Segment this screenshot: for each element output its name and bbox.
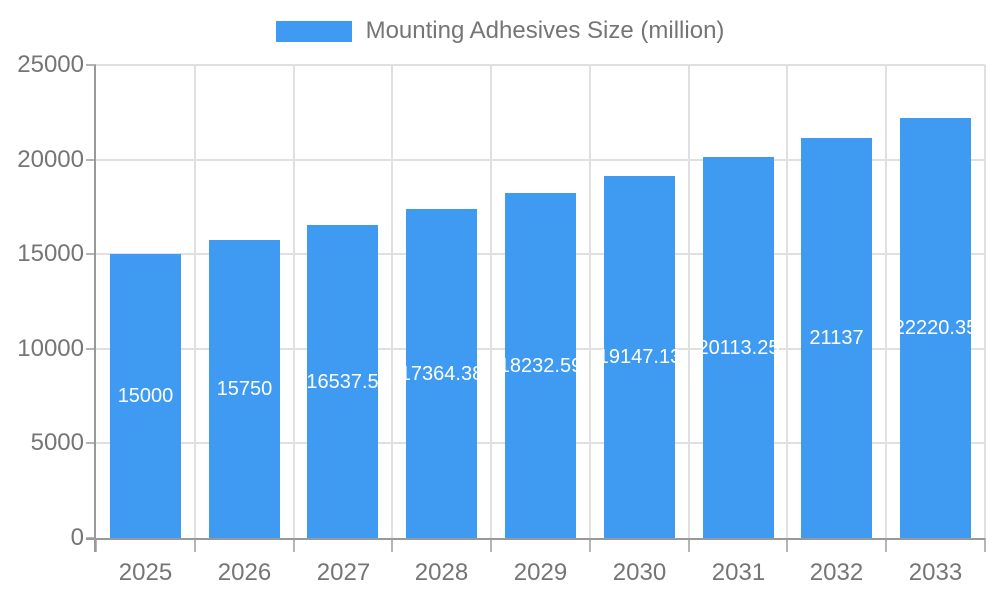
x-tick-label: 2028 bbox=[414, 559, 469, 586]
x-tick bbox=[293, 538, 295, 552]
y-tick bbox=[86, 253, 96, 255]
bar-value-label: 19147.13 bbox=[597, 346, 682, 368]
x-tick-label: 2032 bbox=[809, 559, 864, 586]
bar[interactable]: 21137 bbox=[801, 138, 872, 538]
bar[interactable]: 16537.5 bbox=[306, 225, 379, 538]
y-tick-label: 5000 bbox=[30, 429, 84, 456]
x-tick-label: 2025 bbox=[118, 559, 173, 586]
bar[interactable]: 19147.13 bbox=[598, 176, 681, 538]
y-tick-label: 15000 bbox=[17, 240, 84, 267]
x-tick bbox=[786, 538, 788, 552]
bar-value-label: 20113.25 bbox=[697, 336, 780, 359]
h-gridline bbox=[96, 159, 985, 161]
y-tick-label: 20000 bbox=[17, 146, 84, 173]
x-tick bbox=[984, 538, 986, 552]
y-tick-label: 25000 bbox=[17, 51, 84, 78]
x-axis-line bbox=[86, 538, 985, 540]
bar[interactable]: 20113.25 bbox=[698, 157, 779, 538]
bar-value-label: 21137 bbox=[809, 327, 864, 349]
v-gridline bbox=[786, 65, 788, 538]
bar[interactable]: 15000 bbox=[110, 254, 181, 538]
y-tick bbox=[86, 64, 96, 66]
x-tick-label: 2030 bbox=[612, 559, 667, 586]
x-tick bbox=[885, 538, 887, 552]
x-tick bbox=[391, 538, 393, 552]
v-gridline bbox=[885, 65, 887, 538]
x-tick bbox=[95, 538, 97, 552]
x-tick-label: 2029 bbox=[513, 559, 568, 586]
v-gridline bbox=[688, 65, 690, 538]
v-gridline bbox=[589, 65, 591, 538]
x-tick-label: 2026 bbox=[217, 559, 272, 586]
x-tick bbox=[194, 538, 196, 552]
bar[interactable]: 17364.38 bbox=[400, 209, 483, 538]
x-tick-label: 2031 bbox=[711, 559, 766, 586]
legend-label: Mounting Adhesives Size (million) bbox=[365, 17, 725, 44]
y-tick bbox=[86, 442, 96, 444]
v-gridline bbox=[194, 65, 196, 538]
bar-value-label: 22220.35 bbox=[893, 317, 978, 339]
v-gridline bbox=[490, 65, 492, 538]
legend: Mounting Adhesives Size (million) bbox=[0, 16, 1000, 46]
v-gridline bbox=[984, 65, 986, 538]
bar-value-label: 17364.38 bbox=[399, 362, 484, 385]
bar-value-label: 15750 bbox=[216, 378, 273, 400]
bar[interactable]: 22220.35 bbox=[894, 118, 977, 538]
y-tick-label: 0 bbox=[70, 524, 84, 551]
x-tick-label: 2033 bbox=[908, 559, 963, 586]
bar[interactable]: 18232.59 bbox=[499, 193, 582, 538]
bar-value-label: 18232.59 bbox=[498, 354, 583, 377]
v-gridline bbox=[293, 65, 295, 538]
bar-value-label: 16537.5 bbox=[306, 370, 379, 393]
v-gridline bbox=[391, 65, 393, 538]
y-tick bbox=[86, 159, 96, 161]
y-tick-label: 10000 bbox=[17, 335, 84, 362]
x-tick bbox=[589, 538, 591, 552]
x-tick bbox=[490, 538, 492, 552]
y-axis-line bbox=[94, 65, 96, 552]
bar-value-label: 15000 bbox=[117, 385, 174, 407]
y-tick bbox=[86, 348, 96, 350]
legend-swatch bbox=[275, 20, 352, 42]
h-gridline bbox=[96, 64, 985, 66]
x-tick-label: 2027 bbox=[316, 559, 371, 586]
bar[interactable]: 15750 bbox=[209, 240, 280, 538]
x-tick bbox=[688, 538, 690, 552]
